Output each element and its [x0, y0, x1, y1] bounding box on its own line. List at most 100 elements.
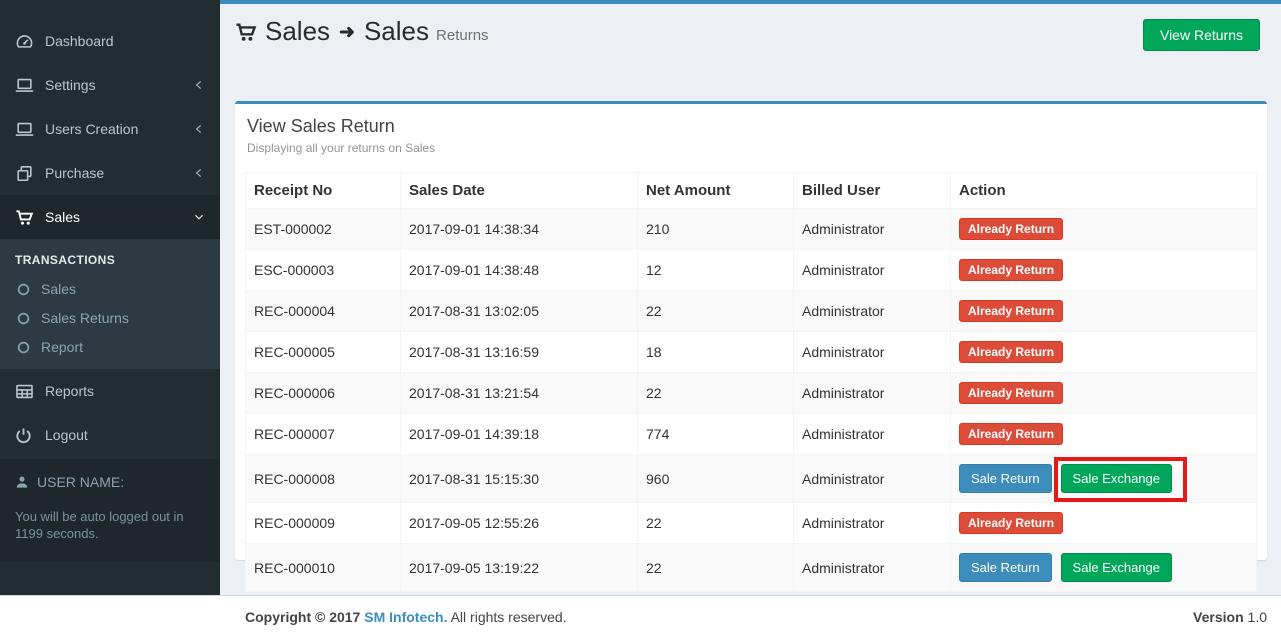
billed-user-cell: Administrator — [793, 249, 951, 291]
sidebar-item-purchase[interactable]: Purchase — [0, 151, 220, 195]
copyright-text: Copyright © 2017 SM Infotech. All rights… — [245, 609, 567, 625]
receipt-cell: REC-000009 — [245, 502, 401, 544]
chevron-down-icon — [193, 211, 205, 223]
submenu-item-label: Sales — [41, 281, 77, 297]
receipt-cell: REC-000004 — [245, 290, 401, 332]
view-returns-button[interactable]: View Returns — [1142, 19, 1260, 51]
sales-date-cell: 2017-09-05 13:19:22 — [400, 543, 638, 592]
net-amount-cell: 22 — [637, 543, 794, 592]
copy-icon — [15, 165, 34, 182]
billed-user-cell: Administrator — [793, 413, 951, 455]
sidebar-item-label: Logout — [45, 427, 88, 443]
sales-date-cell: 2017-08-31 15:15:30 — [400, 454, 638, 503]
already-return-button[interactable]: Already Return — [959, 423, 1064, 445]
already-return-button[interactable]: Already Return — [959, 512, 1064, 534]
circle-icon — [16, 282, 31, 297]
breadcrumb-primary: Sales — [265, 16, 331, 46]
top-accent-strip — [220, 0, 1281, 4]
user-icon — [15, 475, 29, 489]
net-amount-cell: 774 — [637, 413, 794, 455]
net-amount-cell: 960 — [637, 454, 794, 503]
company-link[interactable]: SM Infotech. — [364, 609, 448, 625]
sidebar-item-label: Purchase — [45, 165, 105, 181]
table-row: REC-000010 2017-09-05 13:19:22 22 Admini… — [245, 543, 1257, 592]
table-row: ESC-000003 2017-09-01 14:38:48 12 Admini… — [245, 249, 1257, 291]
action-cell: Already Return — [950, 413, 1257, 455]
billed-user-cell: Administrator — [793, 502, 951, 544]
receipt-cell: REC-000005 — [245, 331, 401, 373]
receipt-cell: REC-000010 — [245, 543, 401, 592]
sales-return-panel: View Sales Return Displaying all your re… — [235, 101, 1267, 592]
sales-date-cell: 2017-08-31 13:02:05 — [400, 290, 638, 332]
table-row: REC-000005 2017-08-31 13:16:59 18 Admini… — [245, 331, 1257, 373]
cart-icon — [15, 209, 34, 226]
submenu-item-sales-returns[interactable]: Sales Returns — [0, 304, 220, 333]
already-return-button[interactable]: Already Return — [959, 259, 1064, 281]
table-row: REC-000007 2017-09-01 14:39:18 774 Admin… — [245, 413, 1257, 455]
table-row: REC-000009 2017-09-05 12:55:26 22 Admini… — [245, 502, 1257, 544]
net-amount-cell: 22 — [637, 372, 794, 414]
submenu-item-label: Sales Returns — [41, 310, 129, 326]
billed-user-cell: Administrator — [793, 454, 951, 503]
submenu-header: TRANSACTIONS — [15, 253, 116, 267]
sidebar-item-label: Users Creation — [45, 121, 139, 137]
net-amount-cell: 210 — [637, 208, 794, 250]
billed-user-cell: Administrator — [793, 372, 951, 414]
billed-user-cell: Administrator — [793, 208, 951, 250]
panel-title: View Sales Return — [247, 116, 395, 136]
circle-icon — [16, 340, 31, 355]
sidebar-item-settings[interactable]: Settings — [0, 63, 220, 107]
receipt-cell: REC-000007 — [245, 413, 401, 455]
billed-user-cell: Administrator — [793, 290, 951, 332]
already-return-button[interactable]: Already Return — [959, 382, 1064, 404]
dashboard-icon — [15, 33, 34, 50]
sale-exchange-button[interactable]: Sale Exchange — [1060, 553, 1172, 582]
sidebar-item-reports[interactable]: Reports — [0, 369, 220, 413]
panel-subtitle: Displaying all your returns on Sales — [247, 141, 436, 155]
sidebar-item-logout[interactable]: Logout — [0, 413, 220, 457]
submenu-item-sales[interactable]: Sales — [0, 275, 220, 304]
sidebar-item-label: Reports — [45, 383, 95, 399]
breadcrumb-suffix: Returns — [436, 27, 489, 44]
chevron-left-icon — [193, 123, 205, 135]
sale-return-button[interactable]: Sale Return — [959, 464, 1052, 493]
breadcrumb-secondary: Sales — [363, 16, 430, 46]
laptop-icon — [15, 121, 34, 138]
sidebar-item-dashboard[interactable]: Dashboard — [0, 19, 220, 63]
sidebar-item-users-creation[interactable]: Users Creation — [0, 107, 220, 151]
user-name-label: USER NAME: — [37, 474, 125, 490]
col-action: Action — [950, 172, 1257, 209]
submenu-item-report[interactable]: Report — [0, 333, 220, 362]
chevron-left-icon — [193, 167, 205, 179]
billed-user-cell: Administrator — [793, 331, 951, 373]
table-row: EST-000002 2017-09-01 14:38:34 210 Admin… — [245, 208, 1257, 250]
submenu-item-label: Report — [41, 339, 84, 355]
sidebar-item-sales[interactable]: Sales — [0, 195, 220, 239]
circle-icon — [16, 311, 31, 326]
already-return-button[interactable]: Already Return — [959, 218, 1064, 240]
col-receipt-no: Receipt No — [245, 172, 401, 209]
sales-date-cell: 2017-08-31 13:21:54 — [400, 372, 638, 414]
receipt-cell: EST-000002 — [245, 208, 401, 250]
power-icon — [15, 427, 34, 444]
sales-date-cell: 2017-09-05 12:55:26 — [400, 502, 638, 544]
table-icon — [15, 383, 34, 400]
action-cell: Already Return — [950, 331, 1257, 373]
action-cell: Already Return — [950, 249, 1257, 291]
sidebar-item-label: Dashboard — [45, 33, 114, 49]
auto-logout-notice: You will be auto logged out in 1199 seco… — [15, 509, 184, 541]
sales-date-cell: 2017-08-31 13:16:59 — [400, 331, 638, 373]
sale-exchange-button[interactable]: Sale Exchange — [1060, 464, 1172, 493]
sales-date-cell: 2017-09-01 14:38:34 — [400, 208, 638, 250]
version-text: Version 1.0 — [1193, 609, 1267, 625]
action-cell: Already Return — [950, 290, 1257, 332]
already-return-button[interactable]: Already Return — [959, 341, 1064, 363]
billed-user-cell: Administrator — [793, 543, 951, 592]
sale-return-button[interactable]: Sale Return — [959, 553, 1052, 582]
receipt-cell: REC-000008 — [245, 454, 401, 503]
already-return-button[interactable]: Already Return — [959, 300, 1064, 322]
table-row: REC-000008 2017-08-31 15:15:30 960 Admin… — [245, 454, 1257, 503]
sales-returns-table: Receipt No Sales Date Net Amount Billed … — [245, 172, 1257, 592]
action-cell: Sale Return Sale Exchange — [950, 543, 1257, 592]
net-amount-cell: 18 — [637, 331, 794, 373]
